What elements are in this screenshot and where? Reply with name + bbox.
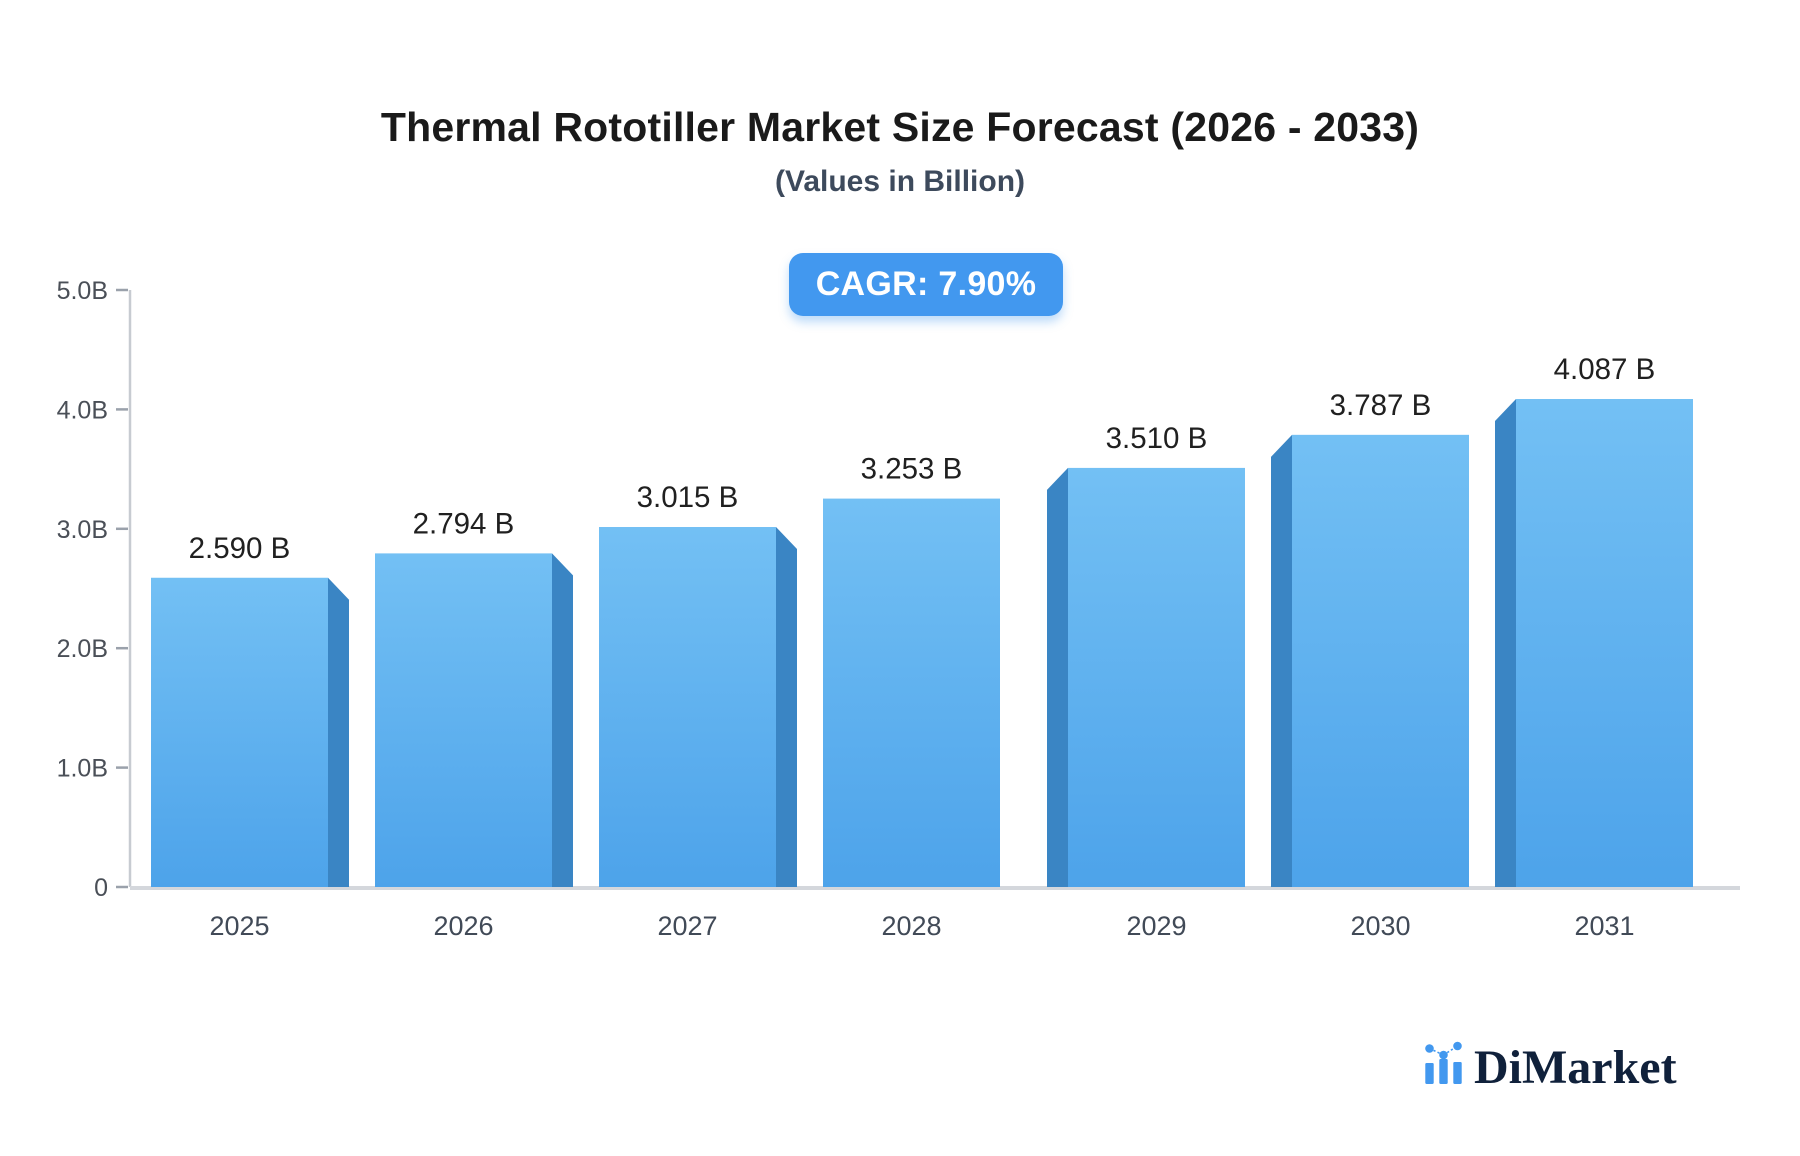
svg-text:5.0B: 5.0B bbox=[57, 277, 108, 305]
svg-text:3.510 B: 3.510 B bbox=[1106, 422, 1208, 455]
svg-text:2.0B: 2.0B bbox=[57, 635, 108, 663]
svg-text:2027: 2027 bbox=[657, 911, 717, 941]
svg-text:4.0B: 4.0B bbox=[57, 396, 108, 424]
svg-text:3.787 B: 3.787 B bbox=[1330, 389, 1432, 422]
svg-text:2026: 2026 bbox=[433, 911, 493, 941]
svg-text:4.087 B: 4.087 B bbox=[1554, 353, 1656, 386]
svg-text:2029: 2029 bbox=[1126, 911, 1186, 941]
svg-text:3.0B: 3.0B bbox=[57, 516, 108, 544]
svg-text:2030: 2030 bbox=[1350, 911, 1410, 941]
svg-text:2025: 2025 bbox=[209, 911, 269, 941]
svg-text:2031: 2031 bbox=[1574, 911, 1634, 941]
svg-text:0: 0 bbox=[94, 874, 108, 902]
svg-text:2028: 2028 bbox=[881, 911, 941, 941]
svg-text:1.0B: 1.0B bbox=[57, 755, 108, 783]
svg-text:3.015 B: 3.015 B bbox=[637, 481, 739, 514]
svg-text:2.590 B: 2.590 B bbox=[189, 532, 291, 565]
svg-text:3.253 B: 3.253 B bbox=[861, 453, 963, 486]
svg-text:2.794 B: 2.794 B bbox=[413, 507, 515, 540]
